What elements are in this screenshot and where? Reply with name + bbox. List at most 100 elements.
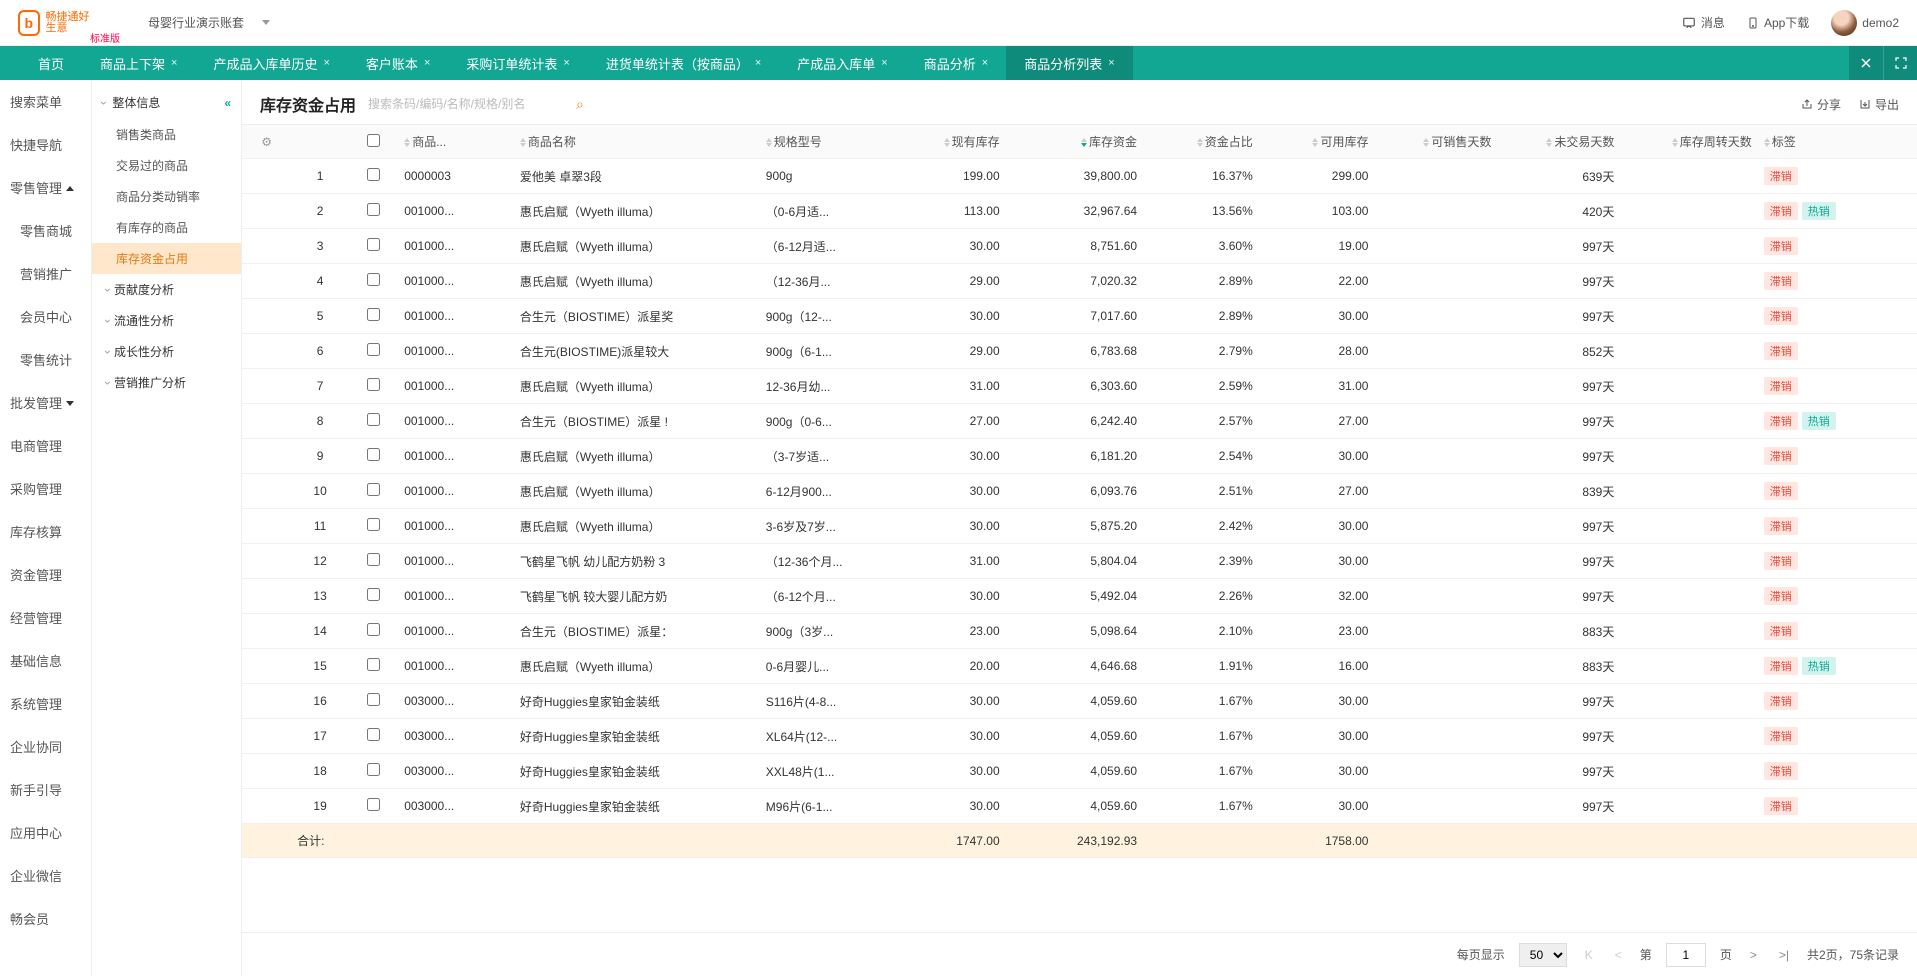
row-checkbox[interactable] bbox=[367, 553, 380, 566]
select-all-checkbox[interactable] bbox=[367, 134, 380, 147]
gear-icon[interactable]: ⚙ bbox=[261, 135, 272, 149]
nav-基础信息[interactable]: 基础信息 bbox=[0, 639, 91, 682]
user-menu[interactable]: demo2 bbox=[1831, 10, 1899, 36]
tree-item-贡献度分析[interactable]: 贡献度分析 bbox=[92, 274, 241, 305]
col-code[interactable]: 商品... bbox=[398, 125, 514, 159]
tab-采购订单统计表[interactable]: 采购订单统计表× bbox=[448, 46, 587, 80]
tab-首页[interactable]: 首页 bbox=[20, 46, 82, 80]
row-checkbox[interactable] bbox=[367, 308, 380, 321]
table-row[interactable]: 15001000...惠氏启赋（Wyeth illuma）0-6月婴儿...20… bbox=[242, 649, 1917, 684]
col-pct[interactable]: 资金占比 bbox=[1143, 125, 1259, 159]
export-button[interactable]: 导出 bbox=[1859, 96, 1899, 113]
table-row[interactable]: 12001000...飞鹤星飞帆 幼儿配方奶粉 3（12-36个月...31.0… bbox=[242, 544, 1917, 579]
table-row[interactable]: 3001000...惠氏启赋（Wyeth illuma）（6-12月适...30… bbox=[242, 229, 1917, 264]
nav-企业协同[interactable]: 企业协同 bbox=[0, 725, 91, 768]
col-avail[interactable]: 可用库存 bbox=[1259, 125, 1375, 159]
tree-item-成长性分析[interactable]: 成长性分析 bbox=[92, 336, 241, 367]
tree-item-有库存的商品[interactable]: 有库存的商品 bbox=[92, 212, 241, 243]
search-input[interactable] bbox=[368, 97, 568, 111]
table-row[interactable]: 2001000...惠氏启赋（Wyeth illuma）（0-6月适...113… bbox=[242, 194, 1917, 229]
table-row[interactable]: 10000003爱他美 卓翠3段900g199.0039,800.0016.37… bbox=[242, 159, 1917, 194]
col-saleDays[interactable]: 可销售天数 bbox=[1374, 125, 1497, 159]
table-row[interactable]: 4001000...惠氏启赋（Wyeth illuma）（12-36月...29… bbox=[242, 264, 1917, 299]
row-checkbox[interactable] bbox=[367, 763, 380, 776]
nav-零售管理[interactable]: 零售管理 bbox=[0, 166, 91, 209]
nav-库存核算[interactable]: 库存核算 bbox=[0, 510, 91, 553]
per-page-select[interactable]: 50 bbox=[1519, 943, 1567, 967]
table-row[interactable]: 10001000...惠氏启赋（Wyeth illuma）6-12月900...… bbox=[242, 474, 1917, 509]
table-row[interactable]: 17003000...好奇Huggies皇家铂金装纸XL64片(12-...30… bbox=[242, 719, 1917, 754]
tab-产成品入库单[interactable]: 产成品入库单× bbox=[779, 46, 905, 80]
close-icon[interactable]: × bbox=[171, 57, 177, 69]
tree-header[interactable]: › 整体信息 bbox=[102, 94, 160, 111]
close-icon[interactable]: × bbox=[881, 57, 887, 69]
nav-资金管理[interactable]: 资金管理 bbox=[0, 553, 91, 596]
nav-应用中心[interactable]: 应用中心 bbox=[0, 811, 91, 854]
app-download-button[interactable]: App下载 bbox=[1747, 14, 1809, 31]
nav-会员中心[interactable]: 会员中心 bbox=[0, 295, 91, 338]
tree-item-交易过的商品[interactable]: 交易过的商品 bbox=[92, 150, 241, 181]
tree-item-流通性分析[interactable]: 流通性分析 bbox=[92, 305, 241, 336]
page-input[interactable] bbox=[1666, 943, 1706, 967]
table-row[interactable]: 5001000...合生元（BIOSTIME）派星奖900g（12-...30.… bbox=[242, 299, 1917, 334]
last-page-button[interactable]: >| bbox=[1775, 948, 1793, 962]
nav-畅会员[interactable]: 畅会员 bbox=[0, 897, 91, 940]
first-page-button[interactable]: K bbox=[1581, 948, 1597, 962]
share-button[interactable]: 分享 bbox=[1801, 96, 1841, 113]
messages-button[interactable]: 消息 bbox=[1682, 14, 1725, 31]
nav-新手引导[interactable]: 新手引导 bbox=[0, 768, 91, 811]
nav-企业微信[interactable]: 企业微信 bbox=[0, 854, 91, 897]
tree-item-营销推广分析[interactable]: 营销推广分析 bbox=[92, 367, 241, 398]
tab-产成品入库单历史[interactable]: 产成品入库单历史× bbox=[195, 46, 347, 80]
search-box[interactable]: ⌕ bbox=[368, 96, 584, 113]
nav-搜索菜单[interactable]: 搜索菜单 bbox=[0, 80, 91, 123]
table-row[interactable]: 7001000...惠氏启赋（Wyeth illuma）12-36月幼...31… bbox=[242, 369, 1917, 404]
table-row[interactable]: 13001000...飞鹤星飞帆 较大婴儿配方奶（6-12个月...30.005… bbox=[242, 579, 1917, 614]
row-checkbox[interactable] bbox=[367, 343, 380, 356]
tab-商品上下架[interactable]: 商品上下架× bbox=[82, 46, 195, 80]
table-row[interactable]: 11001000...惠氏启赋（Wyeth illuma）3-6岁及7岁...3… bbox=[242, 509, 1917, 544]
row-checkbox[interactable] bbox=[367, 413, 380, 426]
nav-零售统计[interactable]: 零售统计 bbox=[0, 338, 91, 381]
collapse-tree-icon[interactable]: « bbox=[224, 96, 231, 110]
account-selector[interactable]: 母婴行业演示账套 bbox=[148, 14, 270, 31]
next-page-button[interactable]: > bbox=[1746, 948, 1761, 962]
close-icon[interactable]: × bbox=[424, 57, 430, 69]
col-turnover[interactable]: 库存周转天数 bbox=[1620, 125, 1757, 159]
row-checkbox[interactable] bbox=[367, 168, 380, 181]
fullscreen-button[interactable] bbox=[1883, 46, 1917, 80]
prev-page-button[interactable]: < bbox=[1611, 948, 1626, 962]
row-checkbox[interactable] bbox=[367, 693, 380, 706]
row-checkbox[interactable] bbox=[367, 483, 380, 496]
tree-item-商品分类动销率[interactable]: 商品分类动销率 bbox=[92, 181, 241, 212]
row-checkbox[interactable] bbox=[367, 378, 380, 391]
close-all-tabs-button[interactable] bbox=[1849, 46, 1883, 80]
close-icon[interactable]: × bbox=[982, 57, 988, 69]
row-checkbox[interactable] bbox=[367, 448, 380, 461]
col-name[interactable]: 商品名称 bbox=[514, 125, 760, 159]
table-row[interactable]: 9001000...惠氏启赋（Wyeth illuma）（3-7岁适...30.… bbox=[242, 439, 1917, 474]
col-tags[interactable]: 标签 bbox=[1758, 125, 1917, 159]
col-stock[interactable]: 现有库存 bbox=[890, 125, 1006, 159]
tab-进货单统计表（按商品）[interactable]: 进货单统计表（按商品）× bbox=[588, 46, 779, 80]
tree-item-销售类商品[interactable]: 销售类商品 bbox=[92, 119, 241, 150]
nav-营销推广[interactable]: 营销推广 bbox=[0, 252, 91, 295]
col-spec[interactable]: 规格型号 bbox=[760, 125, 890, 159]
nav-经营管理[interactable]: 经营管理 bbox=[0, 596, 91, 639]
nav-批发管理[interactable]: 批发管理 bbox=[0, 381, 91, 424]
row-checkbox[interactable] bbox=[367, 518, 380, 531]
search-icon[interactable]: ⌕ bbox=[576, 96, 584, 113]
row-checkbox[interactable] bbox=[367, 623, 380, 636]
row-checkbox[interactable] bbox=[367, 273, 380, 286]
nav-快捷导航[interactable]: 快捷导航 bbox=[0, 123, 91, 166]
row-checkbox[interactable] bbox=[367, 588, 380, 601]
row-checkbox[interactable] bbox=[367, 238, 380, 251]
tab-商品分析[interactable]: 商品分析× bbox=[906, 46, 1006, 80]
close-icon[interactable]: × bbox=[323, 57, 329, 69]
table-row[interactable]: 14001000...合生元（BIOSTIME）派星：900g（3岁...23.… bbox=[242, 614, 1917, 649]
table-row[interactable]: 6001000...合生元(BIOSTIME)派星较大900g（6-1...29… bbox=[242, 334, 1917, 369]
nav-零售商城[interactable]: 零售商城 bbox=[0, 209, 91, 252]
table-row[interactable]: 8001000...合生元（BIOSTIME）派星 !900g（0-6...27… bbox=[242, 404, 1917, 439]
tree-item-库存资金占用[interactable]: 库存资金占用 bbox=[92, 243, 241, 274]
tab-商品分析列表[interactable]: 商品分析列表× bbox=[1006, 46, 1132, 80]
